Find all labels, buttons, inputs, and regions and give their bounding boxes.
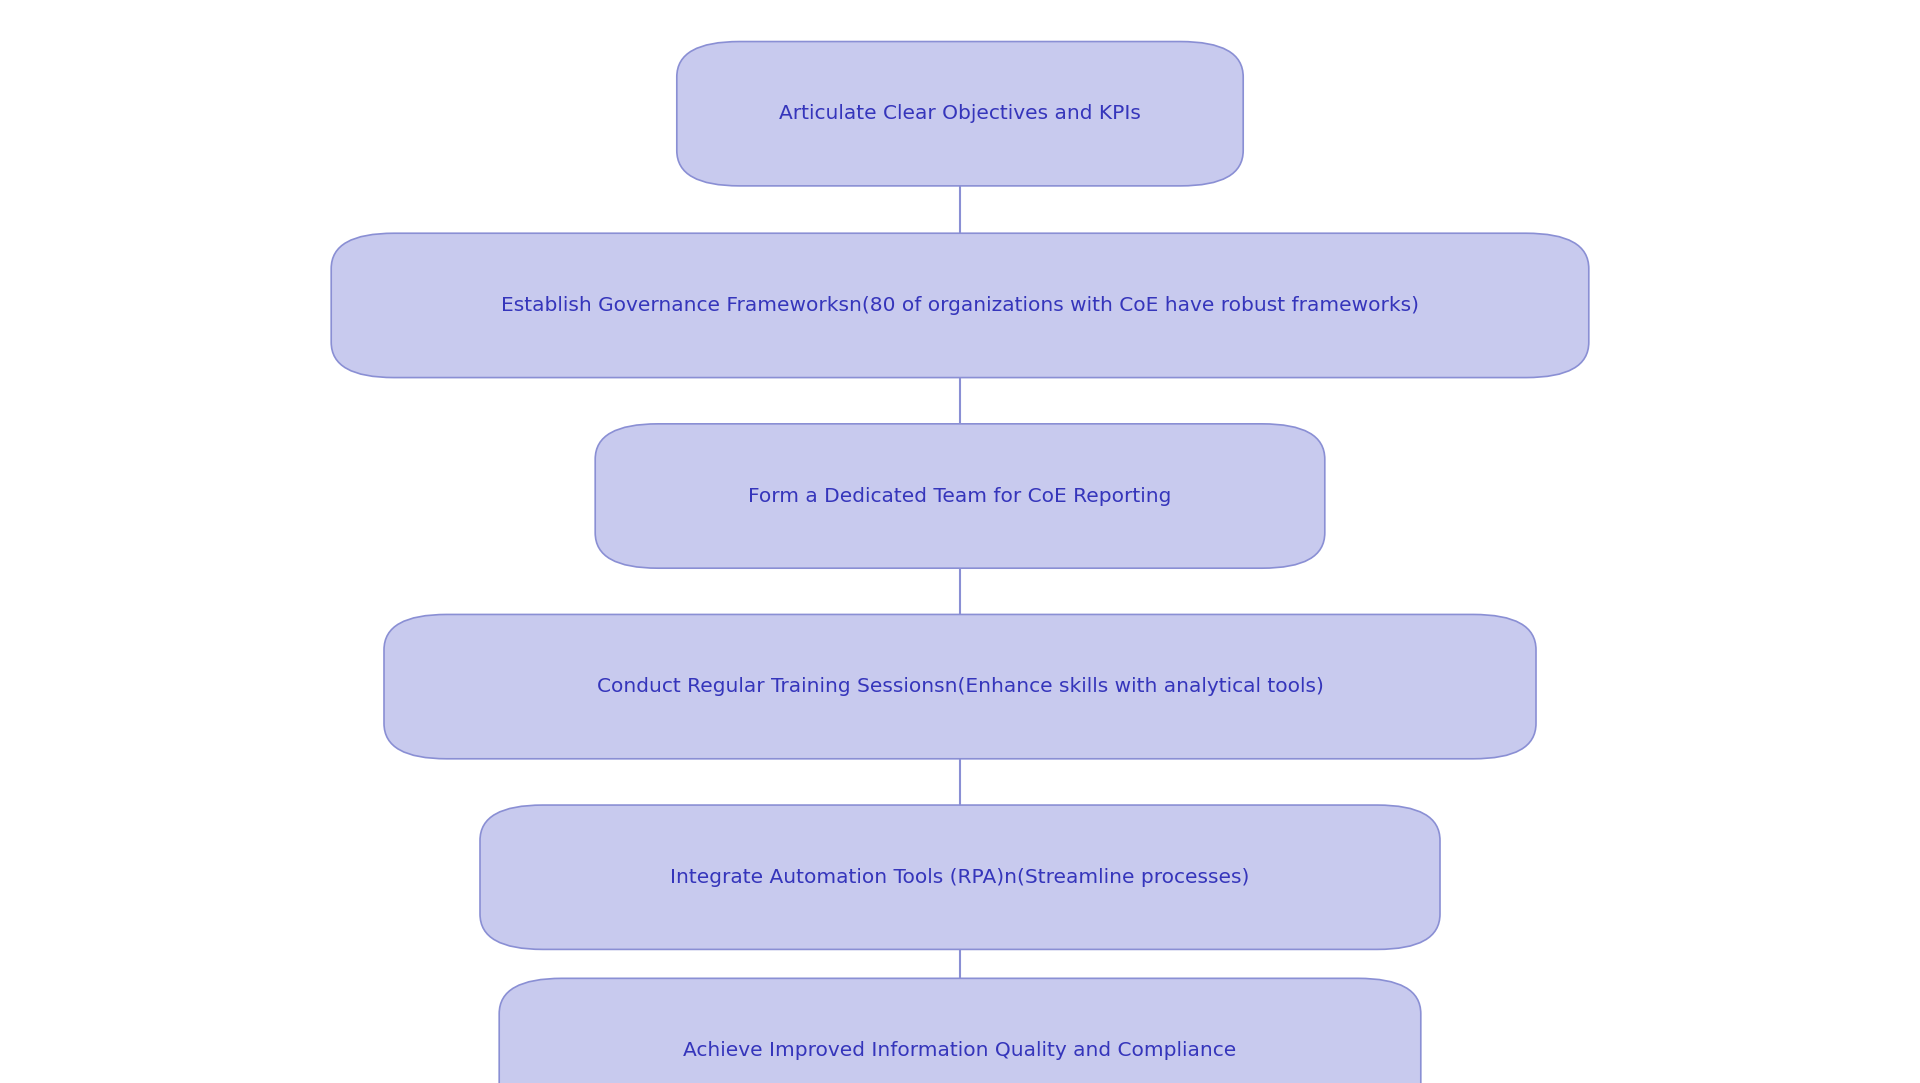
FancyBboxPatch shape <box>480 805 1440 950</box>
Text: Conduct Regular Training Sessionsn(Enhance skills with analytical tools): Conduct Regular Training Sessionsn(Enhan… <box>597 677 1323 696</box>
Text: Articulate Clear Objectives and KPIs: Articulate Clear Objectives and KPIs <box>780 104 1140 123</box>
Text: Form a Dedicated Team for CoE Reporting: Form a Dedicated Team for CoE Reporting <box>749 486 1171 506</box>
FancyBboxPatch shape <box>499 978 1421 1083</box>
FancyBboxPatch shape <box>330 233 1590 378</box>
FancyBboxPatch shape <box>384 614 1536 759</box>
Text: Achieve Improved Information Quality and Compliance: Achieve Improved Information Quality and… <box>684 1041 1236 1060</box>
FancyBboxPatch shape <box>595 423 1325 569</box>
FancyBboxPatch shape <box>678 41 1242 186</box>
Text: Integrate Automation Tools (RPA)n(Streamline processes): Integrate Automation Tools (RPA)n(Stream… <box>670 867 1250 887</box>
Text: Establish Governance Frameworksn(80 of organizations with CoE have robust framew: Establish Governance Frameworksn(80 of o… <box>501 296 1419 315</box>
